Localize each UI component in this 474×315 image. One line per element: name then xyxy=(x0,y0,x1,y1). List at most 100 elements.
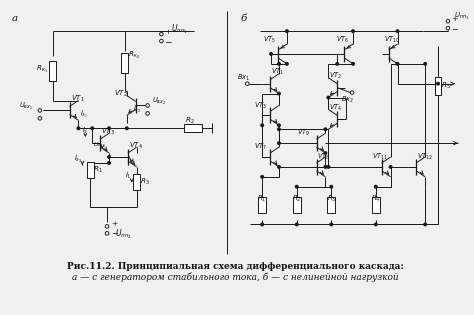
Circle shape xyxy=(105,225,109,228)
Bar xyxy=(328,197,335,213)
Circle shape xyxy=(374,186,377,188)
Text: $U_{вх_1}$: $U_{вх_1}$ xyxy=(19,101,33,112)
Circle shape xyxy=(437,82,439,85)
Circle shape xyxy=(246,82,249,85)
Text: +: + xyxy=(111,220,118,228)
Text: $Вх_1$: $Вх_1$ xyxy=(237,73,250,83)
Text: $VT_1$: $VT_1$ xyxy=(271,67,284,77)
Circle shape xyxy=(327,166,329,168)
Circle shape xyxy=(38,109,42,112)
Text: $VT_4$: $VT_4$ xyxy=(129,141,143,151)
Text: $R_5$: $R_5$ xyxy=(441,81,451,91)
Circle shape xyxy=(446,26,450,30)
Text: $VT_3$: $VT_3$ xyxy=(101,127,115,137)
Circle shape xyxy=(105,232,109,235)
Circle shape xyxy=(278,142,280,144)
Circle shape xyxy=(352,63,355,65)
Bar xyxy=(87,162,94,178)
Circle shape xyxy=(324,128,327,130)
Bar xyxy=(133,174,140,190)
Circle shape xyxy=(396,30,399,32)
Text: $I_э$: $I_э$ xyxy=(82,126,89,136)
Circle shape xyxy=(446,20,450,23)
Text: $R_1$: $R_1$ xyxy=(257,193,267,204)
Text: $VT_1$: $VT_1$ xyxy=(71,94,84,104)
Text: а — с генератором стабильного тока, б — с нелинейной нагрузкой: а — с генератором стабильного тока, б — … xyxy=(72,273,399,283)
Circle shape xyxy=(108,127,110,129)
Circle shape xyxy=(330,186,333,188)
Circle shape xyxy=(278,124,280,127)
Text: $VT_2$: $VT_2$ xyxy=(114,89,128,99)
Text: $I_{э_1}$: $I_{э_1}$ xyxy=(81,109,89,120)
Bar xyxy=(435,77,441,94)
Text: $-$: $-$ xyxy=(164,37,173,46)
Text: $R_1$: $R_1$ xyxy=(93,165,103,175)
Text: $VT_{10}$: $VT_{10}$ xyxy=(383,35,400,45)
Circle shape xyxy=(324,152,327,154)
Circle shape xyxy=(146,104,149,107)
Text: $VT_3$: $VT_3$ xyxy=(254,100,267,111)
Bar xyxy=(258,197,266,213)
Text: $R_{к_2}$: $R_{к_2}$ xyxy=(128,50,140,61)
Circle shape xyxy=(389,166,392,168)
Circle shape xyxy=(77,127,80,129)
Circle shape xyxy=(336,63,338,65)
Text: +: + xyxy=(164,28,171,36)
Text: $VT_2$: $VT_2$ xyxy=(329,71,342,81)
Text: +: + xyxy=(451,15,457,23)
Bar xyxy=(372,197,380,213)
Bar xyxy=(49,61,56,81)
Circle shape xyxy=(160,39,163,43)
Circle shape xyxy=(278,63,280,65)
Text: $-$: $-$ xyxy=(111,228,119,236)
Text: $U_{пп_1}$: $U_{пп_1}$ xyxy=(454,11,469,22)
Text: $R_2$: $R_2$ xyxy=(292,193,301,204)
Text: а: а xyxy=(11,14,18,23)
Text: б: б xyxy=(240,14,247,23)
Circle shape xyxy=(295,186,298,188)
Text: $-$: $-$ xyxy=(451,24,458,32)
Text: $R_2$: $R_2$ xyxy=(185,116,195,126)
Circle shape xyxy=(278,128,280,130)
Text: $R_{к_1}$: $R_{к_1}$ xyxy=(36,64,48,75)
Text: $I_{э_3}$: $I_{э_3}$ xyxy=(74,154,83,165)
Text: $U_{вх_2}$: $U_{вх_2}$ xyxy=(152,96,165,107)
Circle shape xyxy=(108,162,110,164)
Circle shape xyxy=(261,223,264,226)
Text: $VT_8$: $VT_8$ xyxy=(318,152,331,162)
Text: $U_{бэ_3}$: $U_{бэ_3}$ xyxy=(93,140,106,150)
Circle shape xyxy=(350,91,354,94)
Circle shape xyxy=(424,223,427,226)
Circle shape xyxy=(286,30,288,32)
Circle shape xyxy=(160,32,163,36)
Circle shape xyxy=(278,92,280,95)
Text: $U_{пп_2}$: $U_{пп_2}$ xyxy=(115,227,132,241)
Circle shape xyxy=(396,63,399,65)
Text: $I_1$: $I_1$ xyxy=(125,171,131,181)
Text: $I_1$: $I_1$ xyxy=(127,155,133,165)
Circle shape xyxy=(286,63,288,65)
Circle shape xyxy=(146,112,149,115)
Circle shape xyxy=(108,156,110,158)
Bar xyxy=(121,53,128,73)
Text: $R_4$: $R_4$ xyxy=(371,193,381,204)
Text: $I_{э_2}$: $I_{э_2}$ xyxy=(133,104,141,115)
Circle shape xyxy=(261,124,264,127)
Text: $VT_9$: $VT_9$ xyxy=(297,128,310,138)
Circle shape xyxy=(261,175,264,178)
Text: $VT_{11}$: $VT_{11}$ xyxy=(372,152,388,162)
Text: $R_3$: $R_3$ xyxy=(327,193,336,204)
Text: $VT_6$: $VT_6$ xyxy=(336,35,349,45)
Circle shape xyxy=(270,53,273,55)
Text: $R_3$: $R_3$ xyxy=(140,177,149,187)
Circle shape xyxy=(126,127,128,129)
Text: $VT_5$: $VT_5$ xyxy=(263,35,276,45)
Text: $Вх_2$: $Вх_2$ xyxy=(341,94,354,105)
Text: $VT_{12}$: $VT_{12}$ xyxy=(417,152,433,162)
Bar xyxy=(293,197,301,213)
Circle shape xyxy=(324,166,327,168)
Circle shape xyxy=(352,30,355,32)
Circle shape xyxy=(91,127,93,129)
Bar xyxy=(184,124,202,132)
Circle shape xyxy=(330,223,333,226)
